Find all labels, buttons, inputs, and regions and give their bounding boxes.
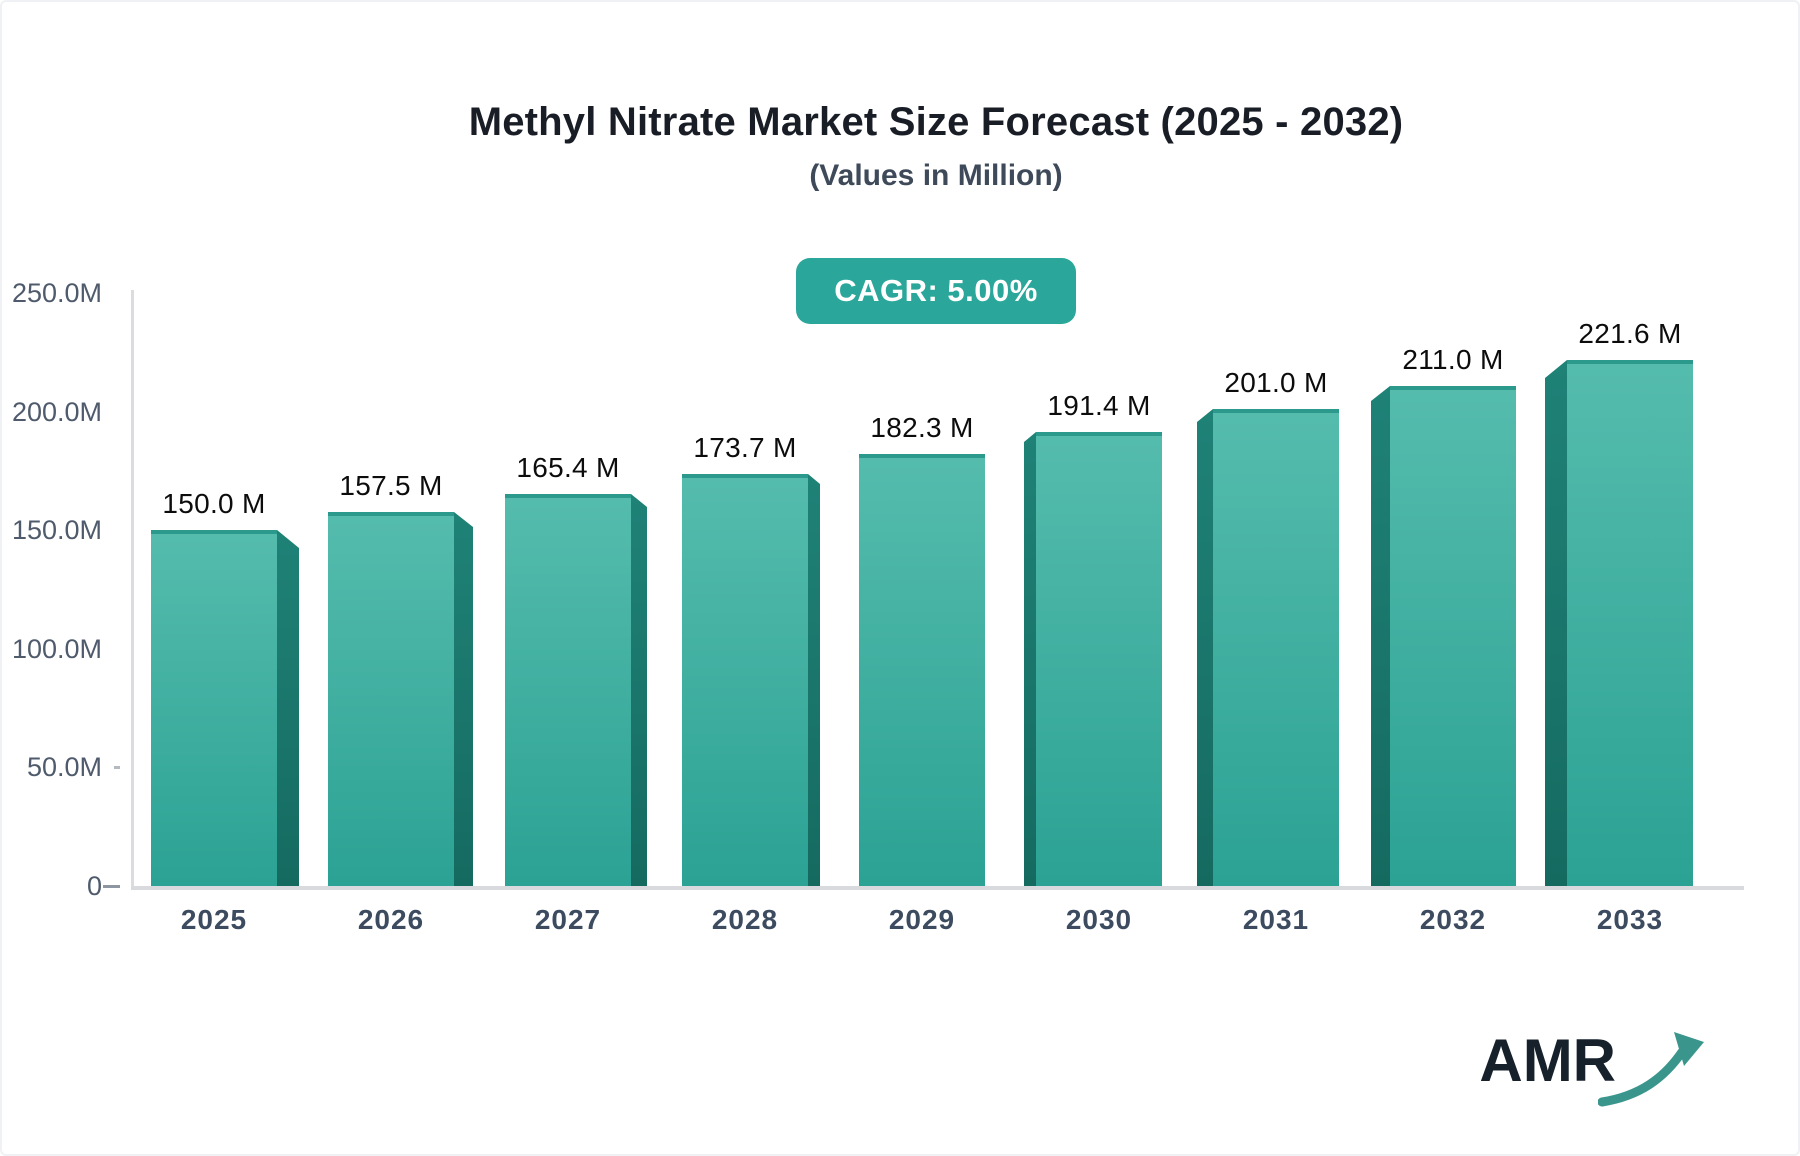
- x-axis-label: 2025: [180, 904, 248, 935]
- y-axis-tick-mark: [114, 766, 120, 770]
- x-axis-label: 2028: [711, 904, 779, 935]
- chart-subtitle: (Values in Million): [809, 159, 1063, 192]
- chart-title: Methyl Nitrate Market Size Forecast (202…: [468, 100, 1404, 144]
- cagr-badge-row: CAGR: 5.00%: [132, 258, 1740, 324]
- bar-side-face-2028: [808, 474, 820, 888]
- bar-side-face-2033: [1545, 360, 1567, 888]
- bar-2026: [328, 512, 454, 886]
- bar-2028: [682, 474, 808, 886]
- y-axis-tick-label: 0: [86, 871, 102, 901]
- y-axis-tick-label: 200.0M: [11, 396, 102, 427]
- y-axis-tick-label: 100.0M: [11, 633, 102, 664]
- bar-value-label: 165.4 M: [516, 452, 620, 483]
- y-axis-line: [131, 290, 134, 890]
- bar-2032: [1390, 386, 1516, 886]
- y-axis-tick-label: 150.0M: [11, 515, 102, 546]
- chart-header: Methyl Nitrate Market Size Forecast (202…: [132, 98, 1740, 194]
- bar-2029: [859, 454, 985, 886]
- x-axis-label: 2027: [534, 904, 602, 935]
- bar-value-label: 201.0 M: [1224, 367, 1328, 398]
- x-axis-label: 2033: [1596, 904, 1664, 935]
- bar-value-label: 221.6 M: [1578, 318, 1682, 349]
- bar-value-label: 157.5 M: [339, 470, 443, 501]
- x-axis-label: 2032: [1419, 904, 1487, 935]
- bar-side-face-2026: [454, 512, 473, 888]
- x-axis-label: 2029: [888, 904, 956, 935]
- bar-side-face-2030: [1024, 432, 1036, 888]
- x-axis-label: 2030: [1065, 904, 1133, 935]
- bar-2031: [1213, 409, 1339, 886]
- bar-2027: [505, 494, 631, 886]
- y-axis-tick-label: 50.0M: [26, 752, 102, 783]
- bar-value-label: 150.0 M: [162, 488, 266, 519]
- bar-2030: [1036, 432, 1162, 886]
- y-axis-tick-mark: [103, 885, 120, 888]
- bar-2025: [151, 530, 277, 886]
- bar-value-label: 182.3 M: [870, 412, 974, 443]
- amr-logo-text: AMR: [1479, 1027, 1616, 1094]
- bar-side-face-2031: [1197, 409, 1213, 888]
- x-axis-label: 2026: [357, 904, 425, 935]
- bar-side-face-2032: [1371, 386, 1390, 888]
- x-axis-label: 2031: [1242, 904, 1310, 935]
- amr-logo: AMR: [1479, 1030, 1710, 1110]
- bar-value-label: 173.7 M: [693, 432, 797, 463]
- bar-value-label: 191.4 M: [1047, 390, 1151, 421]
- y-axis-tick-label: 250.0M: [11, 278, 102, 308]
- bar-side-face-2027: [631, 494, 647, 888]
- bar-side-face-2025: [277, 530, 299, 888]
- bar-value-label: 211.0 M: [1402, 344, 1504, 375]
- cagr-badge: CAGR: 5.00%: [796, 258, 1076, 324]
- bar-2033: [1567, 360, 1693, 886]
- growth-arrow-icon: [1598, 1032, 1704, 1107]
- x-axis-line: [131, 886, 1744, 890]
